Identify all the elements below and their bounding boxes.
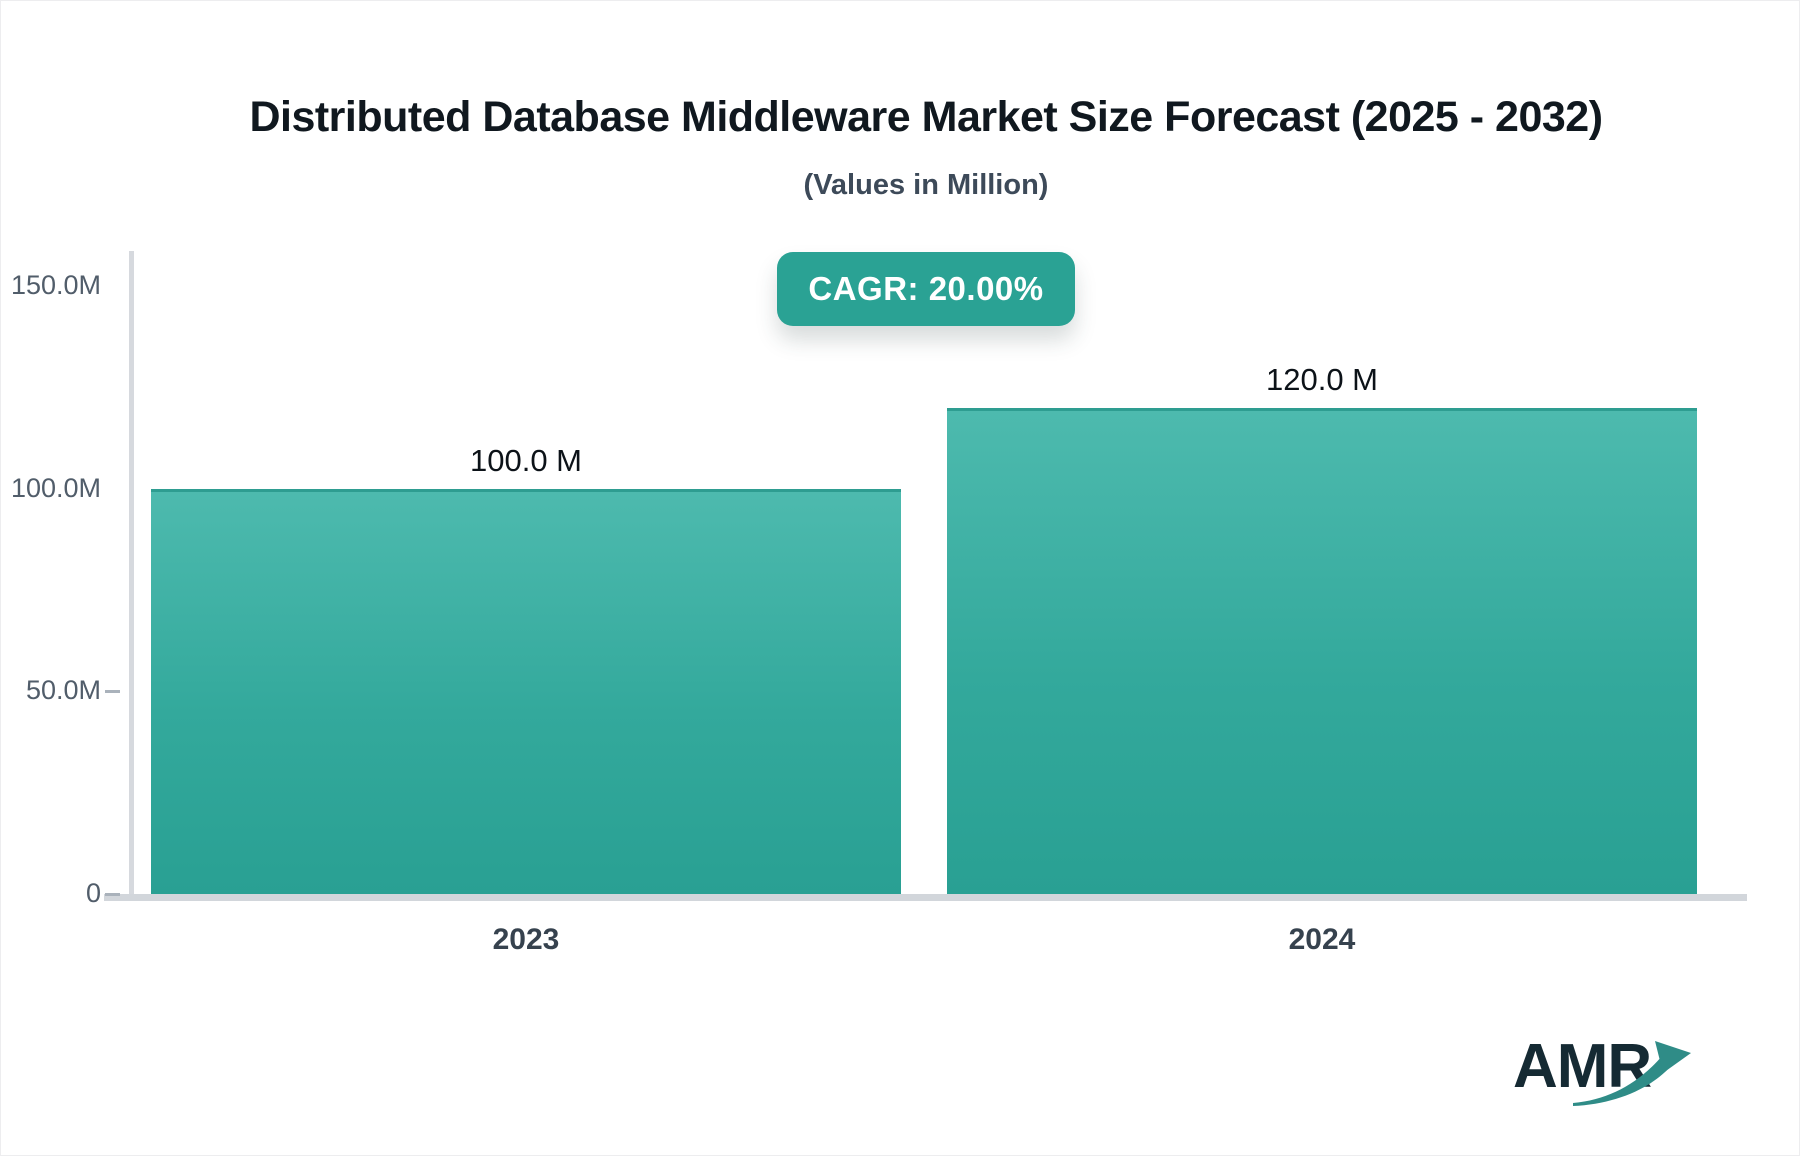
y-tick-mark (105, 690, 120, 694)
chart-subtitle: (Values in Million) (803, 169, 1049, 201)
bar-value-label-2023: 100.0 M (469, 442, 582, 478)
y-tick-label-0: 0 (85, 878, 101, 908)
x-axis-baseline (104, 894, 1747, 901)
cagr-badge-label: CAGR: 20.00% (808, 270, 1044, 307)
brand-logo-arrow-head-icon (1655, 1041, 1691, 1073)
x-tick-label-2024: 2024 (1288, 923, 1356, 956)
brand-logo: AMR (1513, 1032, 1691, 1106)
y-tick-label-50.0M: 50.0M (25, 675, 101, 706)
x-tick-label-2023: 2023 (492, 923, 560, 956)
cagr-badge: CAGR: 20.00% (777, 252, 1075, 326)
bar-value-label-2024: 120.0 M (1265, 361, 1378, 397)
y-tick-label-100.0M: 100.0M (10, 472, 101, 503)
y-tick-mark (105, 893, 120, 896)
y-tick-label-150.0M: 150.0M (10, 270, 101, 300)
chart-title: Distributed Database Middleware Market S… (249, 93, 1603, 141)
bar-2024 (947, 407, 1697, 894)
bar-2023 (151, 488, 901, 894)
y-axis-line (129, 251, 134, 901)
